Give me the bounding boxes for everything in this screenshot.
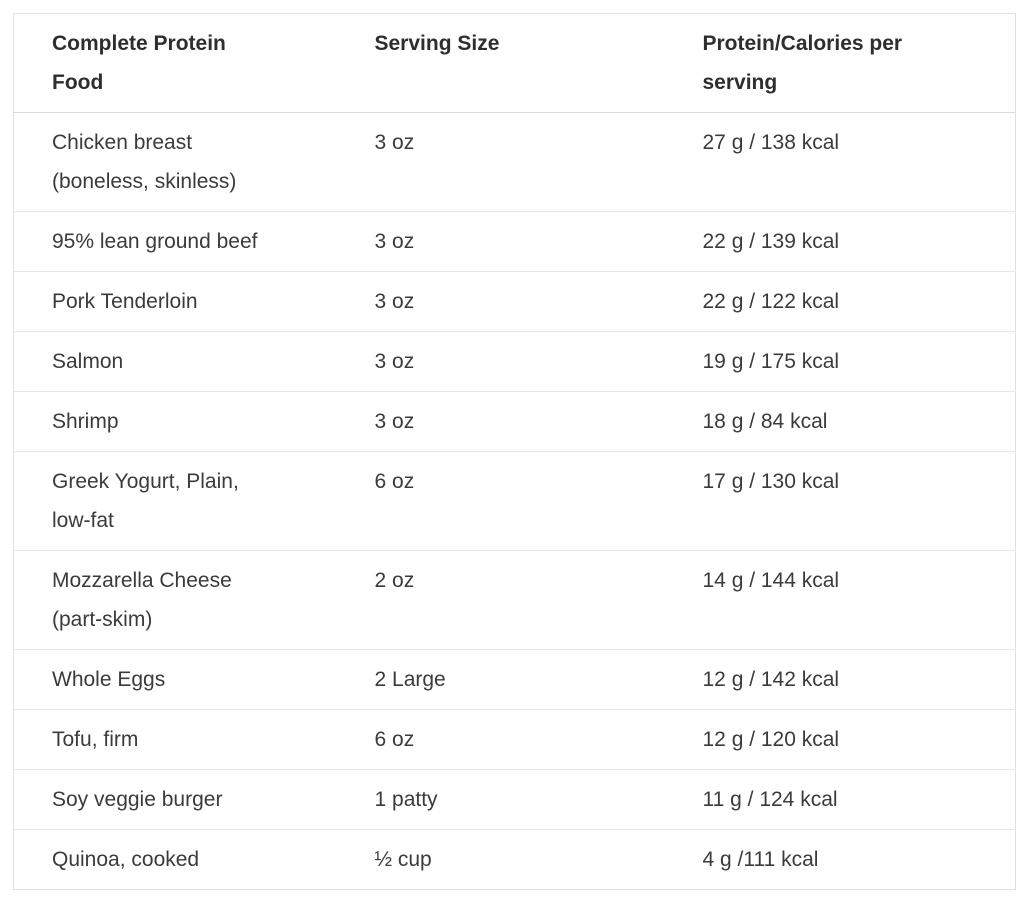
protein-calories-cell: 17 g / 130 kcal xyxy=(702,470,840,493)
column-header-food: Complete Protein Food xyxy=(13,13,337,113)
table-row: Chicken breast (boneless, skinless) 3 oz… xyxy=(13,112,1016,212)
food-cell: Pork Tenderloin xyxy=(52,290,198,313)
protein-calories-cell: 14 g / 144 kcal xyxy=(702,569,840,592)
table-row: Shrimp 3 oz 18 g / 84 kcal xyxy=(13,391,1016,452)
food-cell: Whole Eggs xyxy=(52,668,166,691)
serving-size-cell: 3 oz xyxy=(374,350,415,373)
serving-size-cell: ½ cup xyxy=(374,848,432,871)
table-row: Pork Tenderloin 3 oz 22 g / 122 kcal xyxy=(13,271,1016,332)
serving-size-cell: 3 oz xyxy=(374,131,415,154)
table-body: Chicken breast (boneless, skinless) 3 oz… xyxy=(13,112,1016,890)
food-cell: Soy veggie burger xyxy=(52,788,223,811)
table-header: Complete Protein Food Serving Size Prote… xyxy=(13,13,1016,113)
table-row: Tofu, firm 6 oz 12 g / 120 kcal xyxy=(13,709,1016,770)
table-row: Greek Yogurt, Plain, low-fat 6 oz 17 g /… xyxy=(13,451,1016,551)
protein-calories-cell: 11 g / 124 kcal xyxy=(702,788,838,811)
table-row: Salmon 3 oz 19 g / 175 kcal xyxy=(13,331,1016,392)
table-row: 95% lean ground beef 3 oz 22 g / 139 kca… xyxy=(13,211,1016,272)
serving-size-cell: 2 oz xyxy=(374,569,415,592)
protein-calories-cell: 27 g / 138 kcal xyxy=(702,131,840,154)
table-row: Quinoa, cooked ½ cup 4 g /111 kcal xyxy=(13,829,1016,890)
serving-size-cell: 3 oz xyxy=(374,410,415,433)
protein-calories-cell: 19 g / 175 kcal xyxy=(702,350,840,373)
food-cell: Salmon xyxy=(52,350,124,373)
table-row: Whole Eggs 2 Large 12 g / 142 kcal xyxy=(13,649,1016,710)
serving-size-cell: 3 oz xyxy=(374,290,415,313)
protein-calories-cell: 22 g / 122 kcal xyxy=(702,290,840,313)
serving-size-cell: 3 oz xyxy=(374,230,415,253)
food-cell: Mozzarella Cheese (part-skim) xyxy=(52,569,232,631)
column-header-protein-calories: Protein/Calories per serving xyxy=(664,13,1016,113)
serving-size-cell: 2 Large xyxy=(374,668,446,691)
protein-calories-cell: 12 g / 120 kcal xyxy=(702,728,840,751)
column-header-serving-size: Serving Size xyxy=(336,13,665,113)
food-cell: Tofu, firm xyxy=(52,728,139,751)
protein-calories-cell: 4 g /111 kcal xyxy=(702,848,819,871)
protein-calories-cell: 22 g / 139 kcal xyxy=(702,230,840,253)
serving-size-cell: 6 oz xyxy=(374,470,415,493)
food-cell: Quinoa, cooked xyxy=(52,848,200,871)
protein-calories-cell: 12 g / 142 kcal xyxy=(702,668,840,691)
food-cell: Chicken breast (boneless, skinless) xyxy=(52,131,237,193)
table-row: Soy veggie burger 1 patty 11 g / 124 kca… xyxy=(13,769,1016,830)
food-cell: Shrimp xyxy=(52,410,119,433)
header-row: Complete Protein Food Serving Size Prote… xyxy=(13,13,1016,113)
serving-size-cell: 1 patty xyxy=(374,788,438,811)
complete-protein-table: Complete Protein Food Serving Size Prote… xyxy=(13,13,1016,890)
serving-size-cell: 6 oz xyxy=(374,728,415,751)
food-cell: Greek Yogurt, Plain, low-fat xyxy=(52,470,239,532)
table-row: Mozzarella Cheese (part-skim) 2 oz 14 g … xyxy=(13,550,1016,650)
protein-calories-cell: 18 g / 84 kcal xyxy=(702,410,828,433)
food-cell: 95% lean ground beef xyxy=(52,230,258,253)
